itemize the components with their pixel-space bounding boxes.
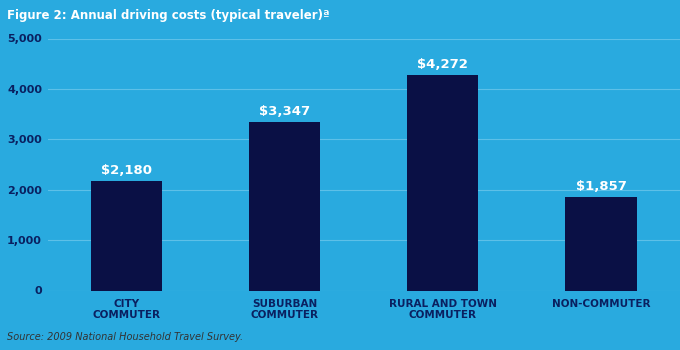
Text: $1,857: $1,857 — [575, 180, 626, 193]
Bar — [125, 200, 139, 290]
Text: Figure 2: Annual driving costs (typical traveler)ª: Figure 2: Annual driving costs (typical … — [7, 9, 329, 22]
Bar — [615, 245, 626, 290]
Bar — [141, 245, 152, 290]
Text: Source: 2009 National Household Travel Survey.: Source: 2009 National Household Travel S… — [7, 331, 243, 342]
Bar — [441, 200, 456, 290]
Bar — [427, 230, 440, 290]
Text: $3,347: $3,347 — [259, 105, 310, 118]
Bar — [269, 230, 282, 290]
Bar — [457, 245, 469, 290]
Bar — [111, 230, 124, 290]
Bar — [249, 122, 320, 290]
Bar — [565, 197, 636, 290]
Bar — [585, 230, 598, 290]
Bar — [407, 75, 479, 290]
Bar — [600, 200, 614, 290]
Text: $4,272: $4,272 — [418, 58, 469, 71]
Bar — [98, 250, 109, 290]
Bar — [91, 181, 163, 290]
Bar — [256, 250, 267, 290]
Bar — [572, 250, 583, 290]
Bar — [284, 200, 298, 290]
Text: $2,180: $2,180 — [101, 163, 152, 177]
Bar — [299, 245, 310, 290]
Bar — [414, 250, 426, 290]
